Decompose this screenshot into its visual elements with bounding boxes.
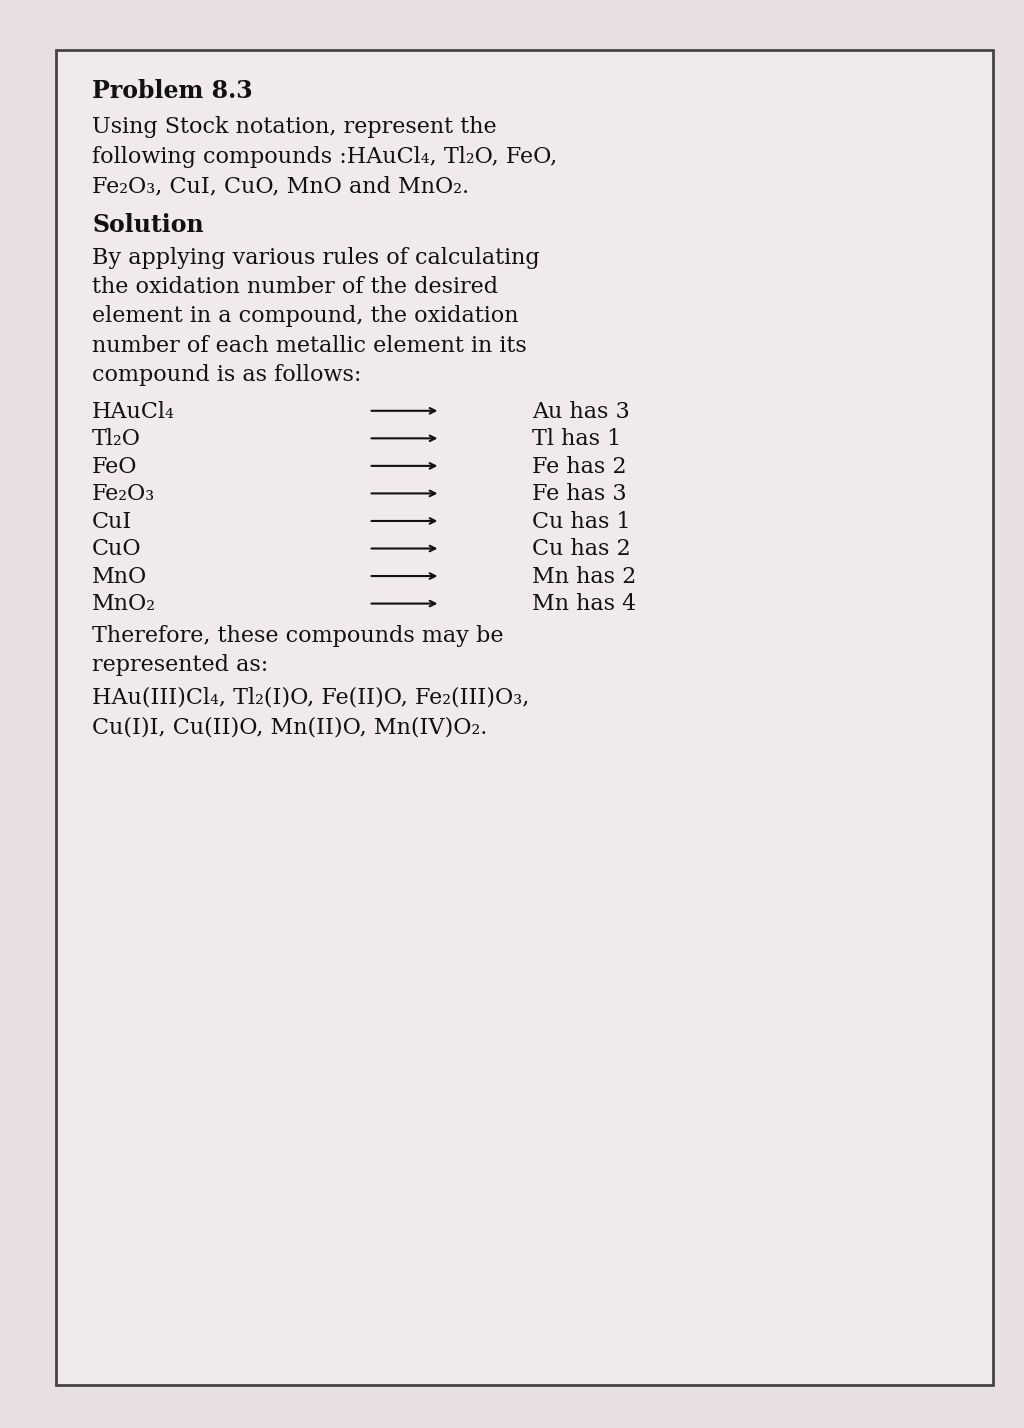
Text: Solution: Solution: [92, 213, 204, 237]
Text: following compounds :HAuCl₄, Tl₂O, FeO,: following compounds :HAuCl₄, Tl₂O, FeO,: [92, 146, 557, 167]
Text: element in a compound, the oxidation: element in a compound, the oxidation: [92, 306, 519, 327]
Text: Fe has 2: Fe has 2: [532, 456, 627, 477]
Text: Cu(I)I, Cu(II)O, Mn(II)O, Mn(IV)O₂.: Cu(I)I, Cu(II)O, Mn(II)O, Mn(IV)O₂.: [92, 715, 487, 738]
Text: Cu has 2: Cu has 2: [532, 538, 631, 560]
Text: the oxidation number of the desired: the oxidation number of the desired: [92, 276, 499, 298]
Text: HAu(III)Cl₄, Tl₂(I)O, Fe(II)O, Fe₂(III)O₃,: HAu(III)Cl₄, Tl₂(I)O, Fe(II)O, Fe₂(III)O…: [92, 687, 529, 708]
Text: Cu has 1: Cu has 1: [532, 511, 631, 533]
Text: Mn has 2: Mn has 2: [532, 565, 637, 588]
Text: compound is as follows:: compound is as follows:: [92, 364, 361, 386]
Text: Fe has 3: Fe has 3: [532, 483, 627, 506]
Text: Therefore, these compounds may be: Therefore, these compounds may be: [92, 625, 504, 647]
Text: MnO₂: MnO₂: [92, 593, 156, 615]
Text: Mn has 4: Mn has 4: [532, 593, 637, 615]
Text: Problem 8.3: Problem 8.3: [92, 79, 253, 103]
Text: MnO: MnO: [92, 565, 147, 588]
Text: number of each metallic element in its: number of each metallic element in its: [92, 334, 527, 357]
Text: By applying various rules of calculating: By applying various rules of calculating: [92, 247, 540, 268]
Text: Tl₂O: Tl₂O: [92, 428, 141, 450]
Text: FeO: FeO: [92, 456, 137, 477]
Text: Fe₂O₃, CuI, CuO, MnO and MnO₂.: Fe₂O₃, CuI, CuO, MnO and MnO₂.: [92, 176, 469, 197]
Text: Au has 3: Au has 3: [532, 400, 630, 423]
Text: CuO: CuO: [92, 538, 141, 560]
Text: Using Stock notation, represent the: Using Stock notation, represent the: [92, 116, 497, 139]
Text: CuI: CuI: [92, 511, 132, 533]
Text: represented as:: represented as:: [92, 654, 268, 677]
Text: Tl has 1: Tl has 1: [532, 428, 622, 450]
Text: Fe₂O₃: Fe₂O₃: [92, 483, 156, 506]
FancyBboxPatch shape: [56, 50, 993, 1385]
Text: HAuCl₄: HAuCl₄: [92, 400, 175, 423]
